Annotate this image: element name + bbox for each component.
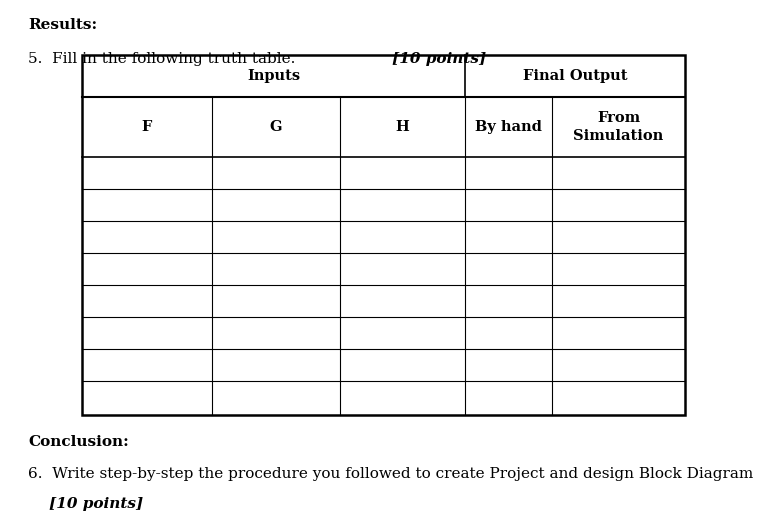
Text: Final Output: Final Output: [523, 69, 627, 83]
Text: [10 points]: [10 points]: [28, 497, 144, 511]
Text: G: G: [270, 120, 282, 134]
Text: [10 points]: [10 points]: [392, 52, 487, 66]
Text: Inputs: Inputs: [247, 69, 300, 83]
Text: Results:: Results:: [28, 18, 97, 32]
Bar: [82, 55, 685, 415]
Text: From
Simulation: From Simulation: [573, 111, 663, 143]
Text: 5.  Fill in the following truth table.: 5. Fill in the following truth table.: [28, 52, 300, 66]
Text: F: F: [142, 120, 152, 134]
Text: 6.  Write step-by-step the procedure you followed to create Project and design B: 6. Write step-by-step the procedure you …: [28, 467, 753, 481]
Text: H: H: [396, 120, 410, 134]
Text: Conclusion:: Conclusion:: [28, 435, 129, 449]
Text: By hand: By hand: [475, 120, 542, 134]
